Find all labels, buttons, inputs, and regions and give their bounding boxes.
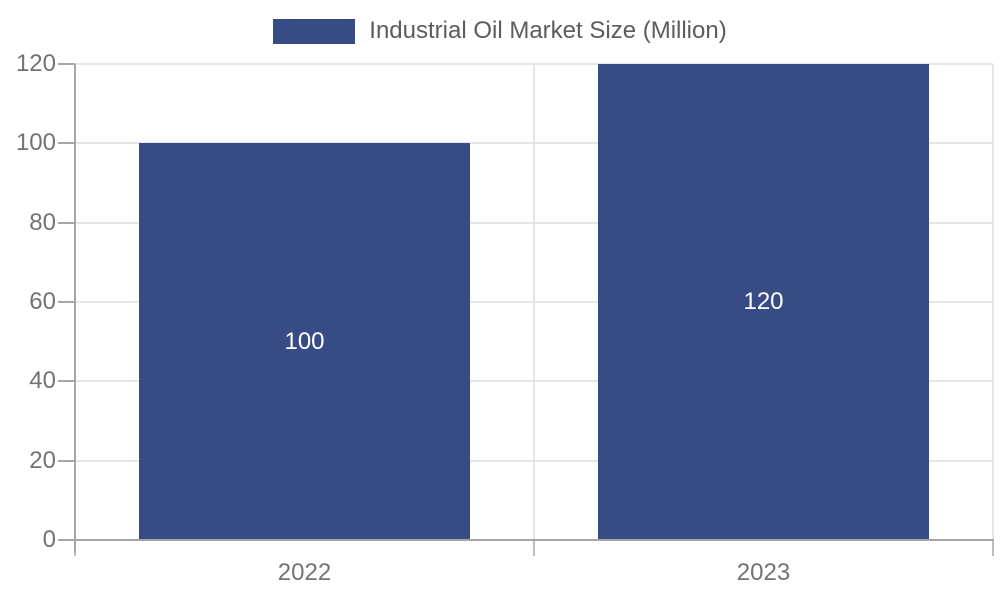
gridline-vertical <box>992 64 994 540</box>
y-axis-tick <box>58 380 75 383</box>
legend-swatch <box>273 18 356 44</box>
x-axis-tick <box>533 540 535 556</box>
bar-value-label: 120 <box>743 288 784 315</box>
bar-2022[interactable] <box>139 143 470 540</box>
bar-2023[interactable] <box>598 64 929 540</box>
y-tick-label: 80 <box>29 208 56 236</box>
y-axis-tick <box>58 142 75 145</box>
x-category-label: 2023 <box>736 559 791 586</box>
y-axis-tick <box>58 539 75 541</box>
y-axis-tick <box>58 221 75 224</box>
y-axis-tick <box>58 459 75 462</box>
y-tick-label: 120 <box>15 50 56 77</box>
y-tick-label: 100 <box>15 129 56 157</box>
gridline-vertical <box>533 64 535 540</box>
y-tick-label: 0 <box>42 526 56 553</box>
y-tick-label: 60 <box>29 288 56 315</box>
y-axis-tick <box>58 63 75 65</box>
y-axis-line <box>74 64 76 553</box>
x-category-label: 2022 <box>277 559 332 586</box>
bar-value-label: 100 <box>284 327 325 355</box>
legend-label: Industrial Oil Market Size (Million) <box>369 17 727 44</box>
x-axis-line <box>74 539 994 541</box>
y-tick-label: 20 <box>29 446 56 474</box>
y-axis-tick <box>58 301 75 303</box>
x-axis-tick <box>992 540 994 556</box>
legend[interactable]: Industrial Oil Market Size (Million) <box>0 14 1000 48</box>
y-tick-label: 40 <box>29 367 56 395</box>
